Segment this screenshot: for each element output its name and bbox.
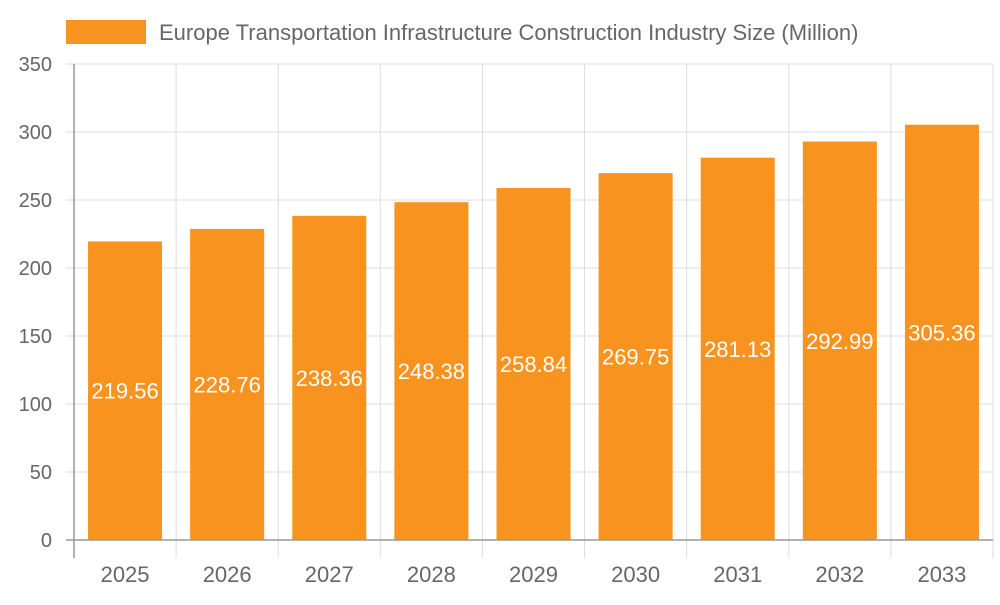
bars: 219.56 228.76 238.36 248.38 258.84 269.75 281.… <box>88 124 979 541</box>
y-tick-label: 50 <box>30 462 52 484</box>
y-tick-label: 350 <box>19 54 52 76</box>
bar <box>190 228 265 540</box>
data-label: 258.84 <box>500 352 567 377</box>
legend[interactable]: Europe Transportation Infrastructure Con… <box>66 20 858 45</box>
legend-swatch <box>66 20 146 44</box>
axes: 0 50 100 150 200 250 300 350 2025 2026 2027 2028 202… <box>19 54 993 587</box>
bar <box>88 241 163 540</box>
bar <box>904 124 979 541</box>
bar <box>292 215 367 541</box>
y-tick-label: 150 <box>19 326 52 348</box>
bar <box>598 173 673 540</box>
bar <box>394 202 469 541</box>
y-tick-label: 250 <box>19 190 52 212</box>
legend-label: Europe Transportation Infrastructure Con… <box>159 20 858 45</box>
x-tick-label: 2028 <box>407 562 456 587</box>
data-label: 269.75 <box>602 345 669 370</box>
data-label: 292.99 <box>806 329 873 354</box>
x-tick-label: 2031 <box>713 562 762 587</box>
y-tick-label: 0 <box>41 530 52 552</box>
data-label: 248.38 <box>398 359 465 384</box>
y-tick-label: 300 <box>19 122 52 144</box>
data-label: 228.76 <box>194 372 261 397</box>
y-tick-label: 200 <box>19 258 52 280</box>
x-tick-label: 2027 <box>305 562 354 587</box>
bar <box>700 157 775 540</box>
x-tick-label: 2032 <box>815 562 864 587</box>
data-label: 305.36 <box>908 320 975 345</box>
x-tick-label: 2030 <box>611 562 660 587</box>
x-tick-label: 2033 <box>917 562 966 587</box>
data-label: 238.36 <box>296 366 363 391</box>
bar <box>496 187 571 540</box>
data-label: 281.13 <box>704 337 771 362</box>
x-tick-label: 2029 <box>509 562 558 587</box>
x-tick-label: 2026 <box>203 562 252 587</box>
bar <box>802 141 877 540</box>
data-label: 219.56 <box>91 379 158 404</box>
x-tick-label: 2025 <box>101 562 150 587</box>
y-tick-label: 100 <box>19 394 52 416</box>
